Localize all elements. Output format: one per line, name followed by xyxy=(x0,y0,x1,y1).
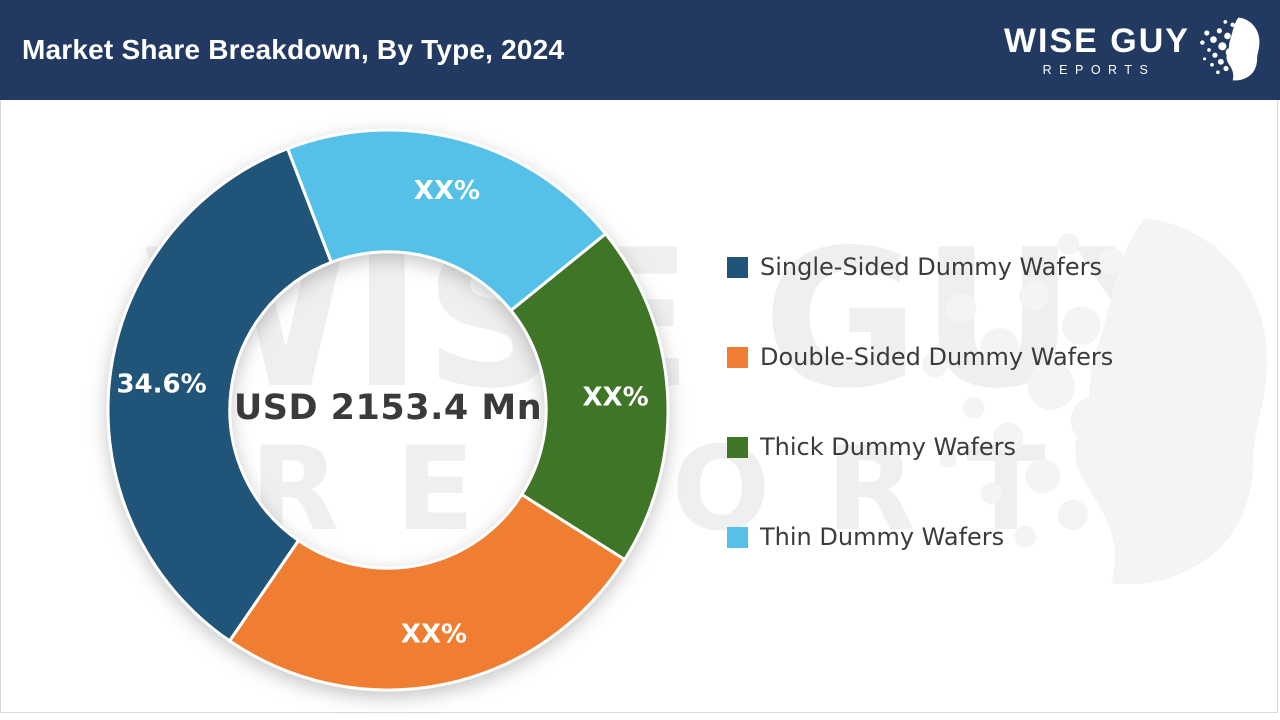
donut-chart: 34.6% XX% XX% XX% xyxy=(106,128,670,692)
slice-percent-label: XX% xyxy=(401,619,467,649)
legend-swatch xyxy=(727,346,748,368)
wiseguy-logo: WISE GUY REPORTS xyxy=(1004,11,1266,89)
wiseguy-face-icon xyxy=(1192,11,1266,89)
legend-item: Double-Sided Dummy Wafers xyxy=(727,343,1114,371)
slice-percent-label: XX% xyxy=(414,176,480,206)
slice-percent-label: 34.6% xyxy=(116,369,206,399)
legend-label: Thin Dummy Wafers xyxy=(760,523,1005,551)
header-bar: Market Share Breakdown, By Type, 2024 WI… xyxy=(0,0,1280,100)
chart-center-value: USD 2153.4 Mn xyxy=(233,388,543,428)
page-title: Market Share Breakdown, By Type, 2024 xyxy=(22,34,565,65)
legend-swatch xyxy=(727,436,748,458)
slice-percent-label: XX% xyxy=(583,383,649,413)
donut-slice xyxy=(285,128,608,313)
legend-item: Single-Sided Dummy Wafers xyxy=(727,253,1113,281)
logo-tagline: REPORTS xyxy=(1042,62,1156,77)
legend-label: Thick Dummy Wafers xyxy=(760,433,1017,461)
legend-swatch xyxy=(727,526,748,548)
logo-wordmark: WISE GUY REPORTS xyxy=(1004,24,1190,77)
donut-slice xyxy=(227,492,627,692)
chart-legend: Single-Sided Dummy Wafers Double-Sided Du… xyxy=(727,253,1114,615)
chart-frame xyxy=(0,100,1278,713)
legend-label: Double-Sided Dummy Wafers xyxy=(760,343,1114,371)
logo-name: WISE GUY xyxy=(1003,21,1190,60)
donut-slice xyxy=(106,146,334,644)
legend-label: Single-Sided Dummy Wafers xyxy=(760,253,1102,281)
legend-item: Thin Dummy Wafers xyxy=(727,523,1113,551)
donut-slice xyxy=(508,231,670,562)
legend-swatch xyxy=(727,256,748,278)
legend-item: Thick Dummy Wafers xyxy=(727,433,1113,461)
